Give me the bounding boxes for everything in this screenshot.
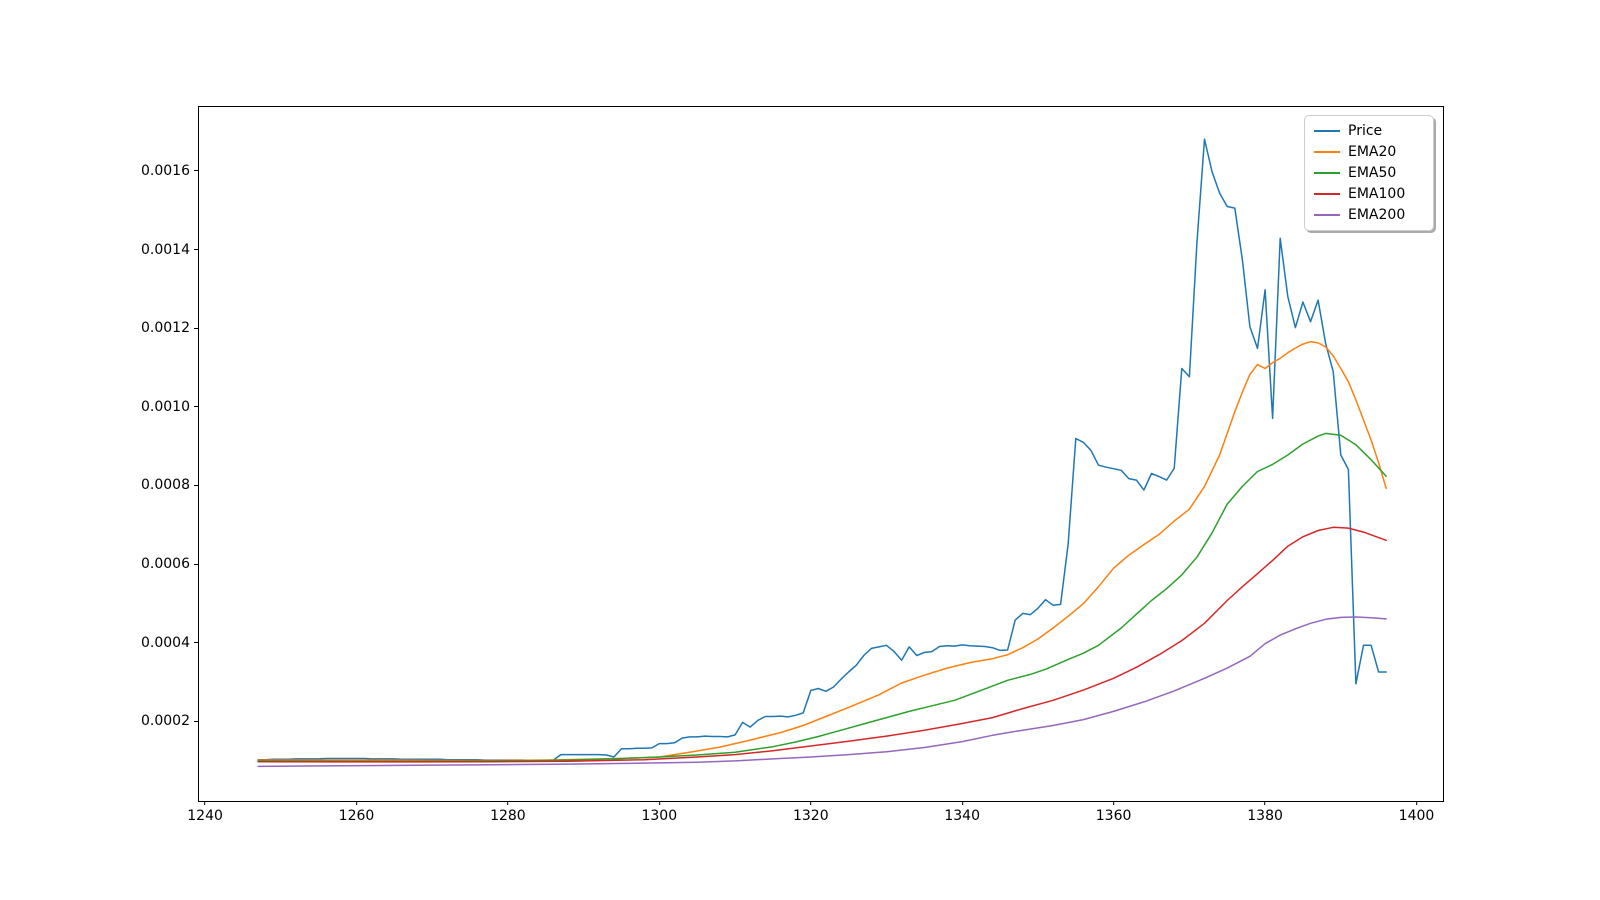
y-tick: 0.0008 xyxy=(141,477,198,493)
legend-line-sample xyxy=(1314,192,1340,195)
ema20-line xyxy=(257,340,1387,762)
y-tick: 0.0012 xyxy=(141,320,198,336)
y-tick-mark xyxy=(194,563,198,565)
y-tick-mark xyxy=(194,642,198,644)
x-tick: 1360 xyxy=(1095,801,1132,824)
x-tick-label: 1260 xyxy=(338,808,375,824)
legend-item-ema50: EMA50 xyxy=(1314,163,1425,184)
x-tick: 1300 xyxy=(641,801,677,824)
legend-label: EMA100 xyxy=(1348,185,1406,202)
x-tick-mark xyxy=(1264,801,1266,805)
y-tick-mark xyxy=(194,170,198,172)
y-tick-label: 0.0002 xyxy=(141,713,190,730)
x-tick-label: 1340 xyxy=(944,808,981,824)
plot-svg xyxy=(257,138,1387,768)
y-tick: 0.0010 xyxy=(141,399,198,415)
plot-area: Price EMA20 EMA50 EMA100 EMA200 xyxy=(198,106,1444,802)
x-tick-label: 1380 xyxy=(1247,808,1283,824)
y-tick: 0.0002 xyxy=(141,713,198,729)
y-tick-mark xyxy=(194,249,198,250)
legend-label: EMA20 xyxy=(1348,144,1397,161)
legend-label: Price xyxy=(1348,123,1383,140)
y-tick-mark xyxy=(194,720,198,722)
legend-line-sample xyxy=(1314,171,1340,174)
y-tick: 0.0016 xyxy=(141,163,198,179)
y-tick: 0.0014 xyxy=(141,242,198,258)
ema100-line xyxy=(257,526,1387,763)
y-tick-mark xyxy=(194,406,198,408)
x-tick-mark xyxy=(1415,801,1417,805)
x-tick: 1280 xyxy=(490,801,526,824)
y-tick: 0.0006 xyxy=(141,556,198,572)
legend-item-ema20: EMA20 xyxy=(1314,142,1425,163)
y-tick-mark xyxy=(194,327,198,329)
y-tick-label: 0.0016 xyxy=(141,162,190,179)
y-tick-label: 0.0012 xyxy=(141,320,190,337)
legend: Price EMA20 EMA50 EMA100 EMA200 xyxy=(1304,115,1434,231)
price-line xyxy=(257,138,1387,762)
x-tick-mark xyxy=(507,801,509,805)
x-tick: 1340 xyxy=(944,801,980,824)
y-tick-label: 0.0014 xyxy=(141,241,190,258)
y-tick-mark xyxy=(194,484,198,486)
x-tick-label: 1300 xyxy=(641,808,678,824)
x-tick-mark xyxy=(1113,801,1115,805)
x-tick-mark xyxy=(658,801,660,805)
ema200-line xyxy=(257,616,1387,768)
x-tick-label: 1320 xyxy=(792,808,829,824)
x-tick-label: 1360 xyxy=(1095,808,1132,824)
y-tick-label: 0.0008 xyxy=(141,477,190,494)
x-tick-label: 1240 xyxy=(187,808,223,824)
legend-item-ema200: EMA200 xyxy=(1314,204,1425,225)
legend-line-sample xyxy=(1314,151,1340,154)
x-tick-mark xyxy=(204,801,206,805)
legend-label: EMA200 xyxy=(1348,206,1406,223)
y-tick-label: 0.0006 xyxy=(141,556,190,573)
x-tick-mark xyxy=(355,801,357,805)
legend-line-sample xyxy=(1314,213,1340,216)
x-tick: 1320 xyxy=(793,801,829,824)
x-tick: 1240 xyxy=(187,801,223,824)
legend-label: EMA50 xyxy=(1348,164,1397,181)
x-tick: 1380 xyxy=(1247,801,1283,824)
x-tick-mark xyxy=(810,801,812,805)
legend-item-price: Price xyxy=(1314,121,1425,142)
y-axis: 0.0002 0.0004 0.0006 0.0008 0.0010 0.0012 0.00… xyxy=(0,106,198,800)
ema50-line xyxy=(257,432,1387,763)
x-axis: 1240 1260 1280 1300 1320 1340 1360 1380 1400 xyxy=(187,801,1443,831)
x-tick: 1400 xyxy=(1398,801,1435,824)
x-tick-label: 1400 xyxy=(1398,808,1435,824)
x-tick-label: 1280 xyxy=(490,808,526,824)
x-tick: 1260 xyxy=(338,801,375,824)
legend-item-ema100: EMA100 xyxy=(1314,183,1425,204)
y-tick: 0.0004 xyxy=(141,635,198,651)
x-tick-mark xyxy=(961,801,963,805)
y-tick-label: 0.0004 xyxy=(141,634,190,651)
y-tick-label: 0.0010 xyxy=(141,398,190,415)
legend-line-sample xyxy=(1314,130,1340,133)
